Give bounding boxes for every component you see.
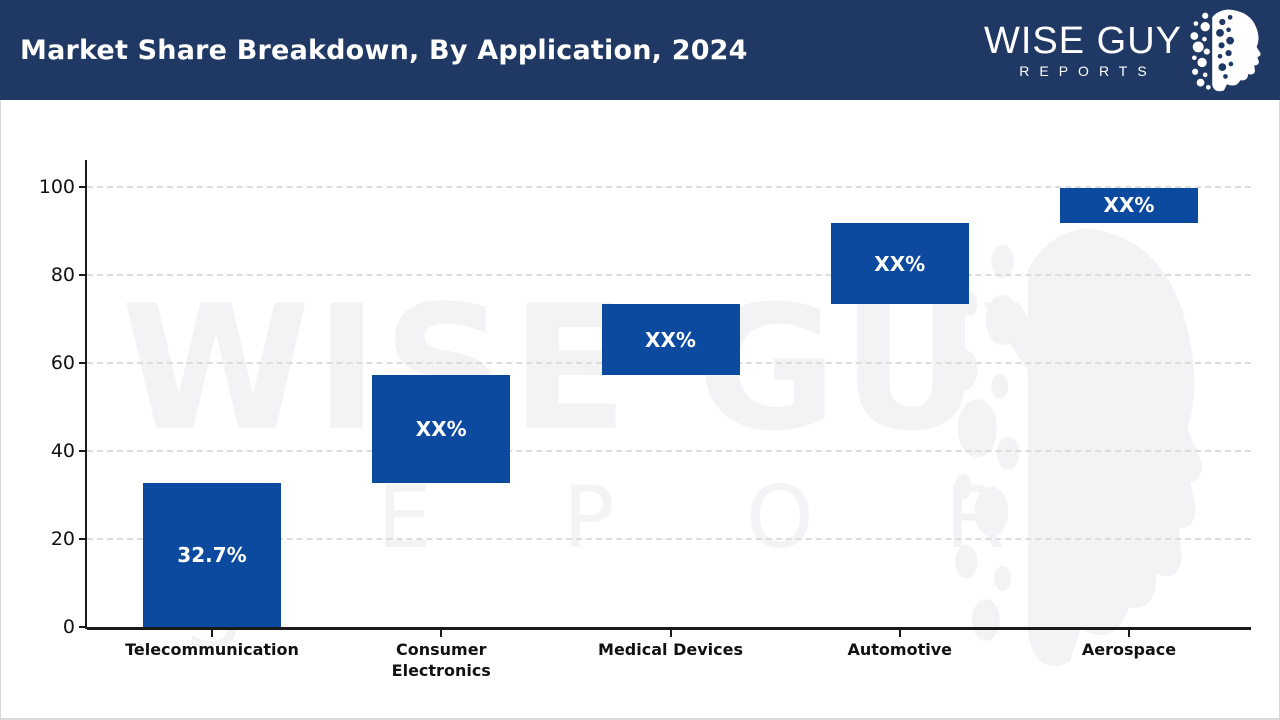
page-title: Market Share Breakdown, By Application, … [20,34,748,66]
bar-telecommunication: 32.7% [143,482,281,627]
x-tick-telecommunication [211,630,213,637]
y-tick-0 [79,626,87,628]
x-tick-medical-devices [669,630,672,637]
y-axis [85,160,87,629]
bar-consumer-electronics: XX% [372,375,511,483]
watermark-text-2: R E P O R T S [186,468,1189,668]
y-tick-80 [79,273,87,276]
x-tick-automotive [898,630,901,637]
y-tick-60 [79,361,87,364]
bar-value-label: XX% [645,327,696,352]
x-tick-consumer-electronics [440,630,443,637]
bar-medical-devices: XX% [601,304,740,376]
x-tick-aerospace [1128,630,1130,637]
header: Market Share Breakdown, By Application, … [0,0,1280,100]
y-tick-label-0: 0 [62,616,75,638]
brand-wordmark: WISE GUY REPORTS [984,22,1182,78]
gridline-40 [87,449,1251,452]
y-tick-label-40: 40 [50,439,75,462]
y-tick-label-100: 100 [38,175,75,198]
watermark-head-icon [949,228,1202,667]
y-tick-40 [79,449,87,452]
category-label-telecommunication: Telecommunication [125,640,299,659]
gridline-20 [87,537,1251,540]
category-label-automotive: Automotive [847,640,953,659]
category-label-consumer-electronics: Consumer Electronics [391,640,491,680]
y-tick-20 [79,537,87,540]
bar-automotive: XX% [830,223,969,305]
x-axis [87,627,1251,630]
brand-logo: WISE GUY REPORTS [984,0,1266,100]
brand-name: WISE GUY [983,20,1182,62]
wiseguy-head-icon [1190,9,1261,92]
brand-subtitle: REPORTS [1019,63,1157,79]
y-tick-label-80: 80 [50,263,75,286]
category-label-medical-devices: Medical Devices [598,640,743,659]
y-tick-label-60: 60 [50,351,75,374]
bar-value-label: 32.7% [177,542,247,567]
y-tick-100 [79,185,87,188]
bar-value-label: XX% [874,251,926,276]
bar-value-label: XX% [1103,193,1155,218]
gridline-80 [87,273,1251,276]
bar-value-label: XX% [415,416,467,441]
category-label-aerospace: Aerospace [1081,640,1177,659]
bar-aerospace: XX% [1060,187,1198,224]
waterfall-chart: WISE GUY R E P O R T S 02040608010032.7%… [0,100,1280,720]
gridline-100 [87,185,1251,188]
y-tick-label-20: 20 [50,527,75,550]
